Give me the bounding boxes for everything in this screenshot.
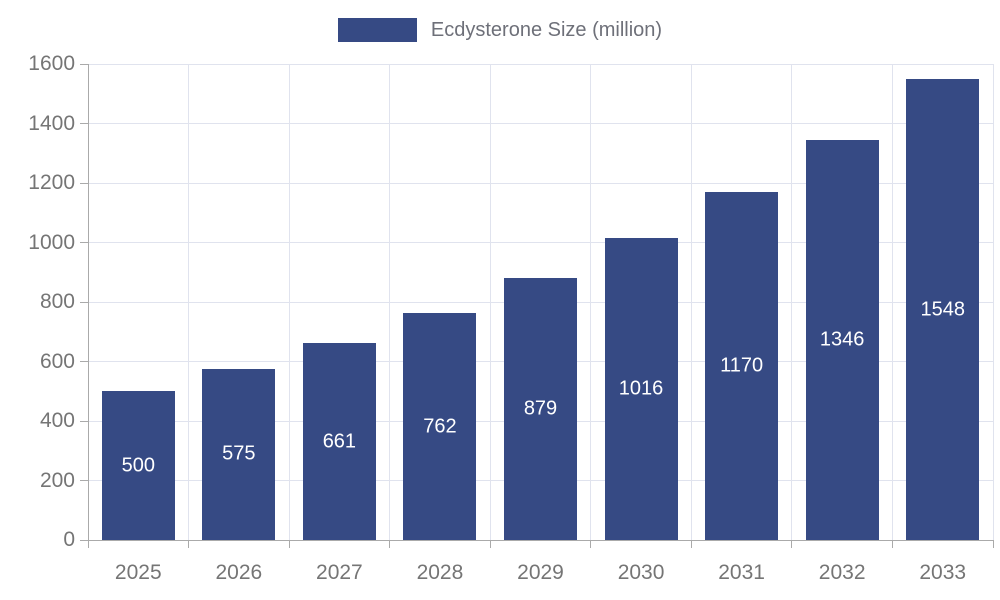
grid-line-vertical: [590, 64, 592, 540]
x-tick-label: 2030: [617, 561, 665, 584]
x-axis-tick: [188, 540, 190, 548]
x-axis-tick: [489, 540, 491, 548]
y-axis-tick: [80, 123, 88, 124]
y-axis-line: [87, 64, 89, 541]
y-axis-tick: [80, 182, 88, 184]
x-tick-label: 2028: [416, 561, 464, 584]
y-axis-tick: [80, 420, 88, 422]
grid-line-vertical: [389, 64, 391, 540]
x-tick-label: 2029: [517, 561, 564, 584]
legend-label: Ecdysterone Size (million): [430, 19, 663, 41]
bar: [805, 139, 879, 540]
grid-line-horizontal: [88, 182, 993, 184]
grid-line-horizontal: [88, 123, 993, 124]
grid-line-vertical: [891, 64, 893, 540]
x-axis-tick: [690, 540, 692, 548]
y-tick-label: 200: [39, 468, 75, 492]
y-tick-label: 1400: [28, 111, 75, 135]
grid-line-vertical: [288, 64, 290, 540]
y-axis-tick: [80, 480, 88, 481]
x-axis-tick: [590, 540, 592, 548]
grid-line-horizontal: [88, 242, 993, 243]
bar: [705, 191, 779, 540]
bar: [906, 79, 980, 540]
legend-swatch: [337, 18, 417, 42]
x-axis-tick: [992, 540, 994, 548]
bar: [202, 368, 276, 540]
bar-value-label: 661: [322, 430, 357, 453]
bar: [403, 313, 477, 540]
bar-value-label: 575: [222, 442, 256, 465]
chart-legend: Ecdysterone Size (million): [0, 17, 1000, 43]
x-tick-label: 2025: [114, 561, 162, 584]
x-axis-tick: [891, 540, 893, 548]
bar-value-label: 762: [423, 415, 457, 438]
y-tick-label: 1600: [28, 52, 75, 75]
grid-line-vertical: [690, 64, 692, 540]
bar: [604, 237, 678, 540]
bar-value-label: 879: [523, 397, 558, 420]
x-tick-label: 2033: [919, 561, 967, 584]
grid-line-vertical: [791, 64, 793, 540]
y-axis-tick: [80, 361, 88, 362]
x-axis-tick: [791, 540, 793, 548]
bar-value-label: 1016: [618, 377, 664, 400]
y-axis-tick: [80, 301, 88, 303]
grid-line-vertical: [992, 64, 994, 540]
bar: [504, 278, 577, 540]
grid-line-horizontal: [88, 63, 993, 65]
x-axis-line: [80, 539, 993, 541]
y-tick-label: 600: [39, 349, 75, 373]
x-axis-tick: [87, 540, 89, 548]
bar-value-label: 1170: [720, 354, 764, 377]
grid-line-vertical: [188, 64, 190, 540]
grid-line-vertical: [489, 64, 491, 540]
y-tick-label: 1000: [28, 230, 75, 254]
bar-value-label: 1548: [920, 298, 965, 321]
y-axis-tick: [80, 63, 88, 65]
y-tick-label: 800: [39, 290, 75, 313]
x-axis-tick: [389, 540, 391, 548]
bar-value-label: 500: [121, 454, 155, 477]
x-axis-tick: [288, 540, 290, 548]
x-tick-label: 2026: [215, 561, 263, 584]
bar-value-label: 1346: [819, 328, 865, 351]
bar: [302, 343, 376, 540]
x-tick-label: 2027: [316, 561, 363, 584]
y-tick-label: 1200: [28, 171, 75, 194]
x-tick-label: 2031: [718, 561, 765, 584]
y-axis-tick: [80, 242, 88, 243]
y-tick-label: 0: [63, 528, 75, 551]
x-tick-label: 2032: [818, 561, 866, 584]
bar: [101, 391, 175, 540]
y-tick-label: 400: [39, 409, 75, 432]
